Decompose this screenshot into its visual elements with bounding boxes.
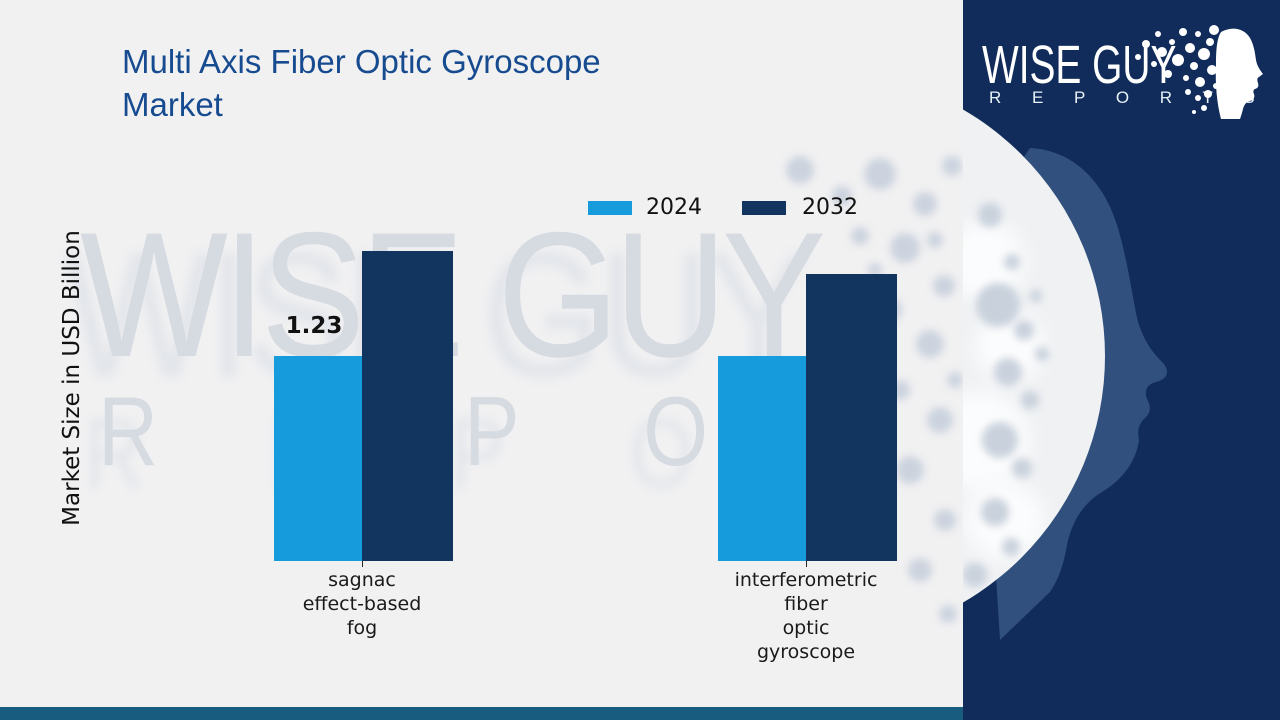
gray-dot xyxy=(939,605,957,623)
bar-2024-cat1 xyxy=(718,356,806,561)
x-axis-tick xyxy=(362,561,363,567)
gray-dot xyxy=(942,156,962,176)
gray-dot xyxy=(908,558,932,582)
bar-2032-cat1 xyxy=(806,274,897,561)
watermark-wiseguy: WISE GUY xyxy=(80,195,826,394)
page-title-line2: Market xyxy=(122,86,223,123)
gray-dot xyxy=(947,372,963,388)
page-title-line1: Multi Axis Fiber Optic Gyroscope xyxy=(122,43,601,80)
legend-swatch-2032 xyxy=(742,201,786,215)
gray-dot xyxy=(832,186,852,206)
legend-swatch-2024 xyxy=(588,201,632,215)
brand-panel: WISE GUY R E P O R T S xyxy=(963,0,1280,720)
bar-2024-cat0 xyxy=(274,356,362,561)
gray-dot xyxy=(868,263,882,277)
x-axis-tick xyxy=(806,561,807,567)
gray-dot xyxy=(934,509,956,531)
gray-dot xyxy=(864,158,896,190)
logo-face-dots-icon xyxy=(1135,25,1263,119)
legend-label-2032: 2032 xyxy=(802,195,858,220)
gray-dot xyxy=(896,456,924,484)
category-label: sagnac effect-based fog xyxy=(302,569,422,639)
legend-label-2024: 2024 xyxy=(646,195,702,220)
logo-face-icon xyxy=(1215,28,1263,119)
gray-dot xyxy=(927,407,953,433)
bottom-accent-strip xyxy=(0,707,1280,720)
gray-dot xyxy=(913,192,937,216)
gray-dot xyxy=(851,227,869,245)
gray-dot xyxy=(786,156,814,184)
gray-dot xyxy=(916,330,944,358)
gray-dot xyxy=(890,233,920,263)
gray-dot xyxy=(933,275,955,297)
page-title: Multi Axis Fiber Optic Gyroscope Market xyxy=(122,40,862,126)
bar-2032-cat0 xyxy=(362,251,453,561)
y-axis-label: Market Size in USD Billion xyxy=(59,230,85,526)
category-label: interferometric fiber optic gyroscope xyxy=(734,569,878,663)
bar-value-label: 1.23 xyxy=(285,313,343,339)
gray-dot xyxy=(927,232,943,248)
